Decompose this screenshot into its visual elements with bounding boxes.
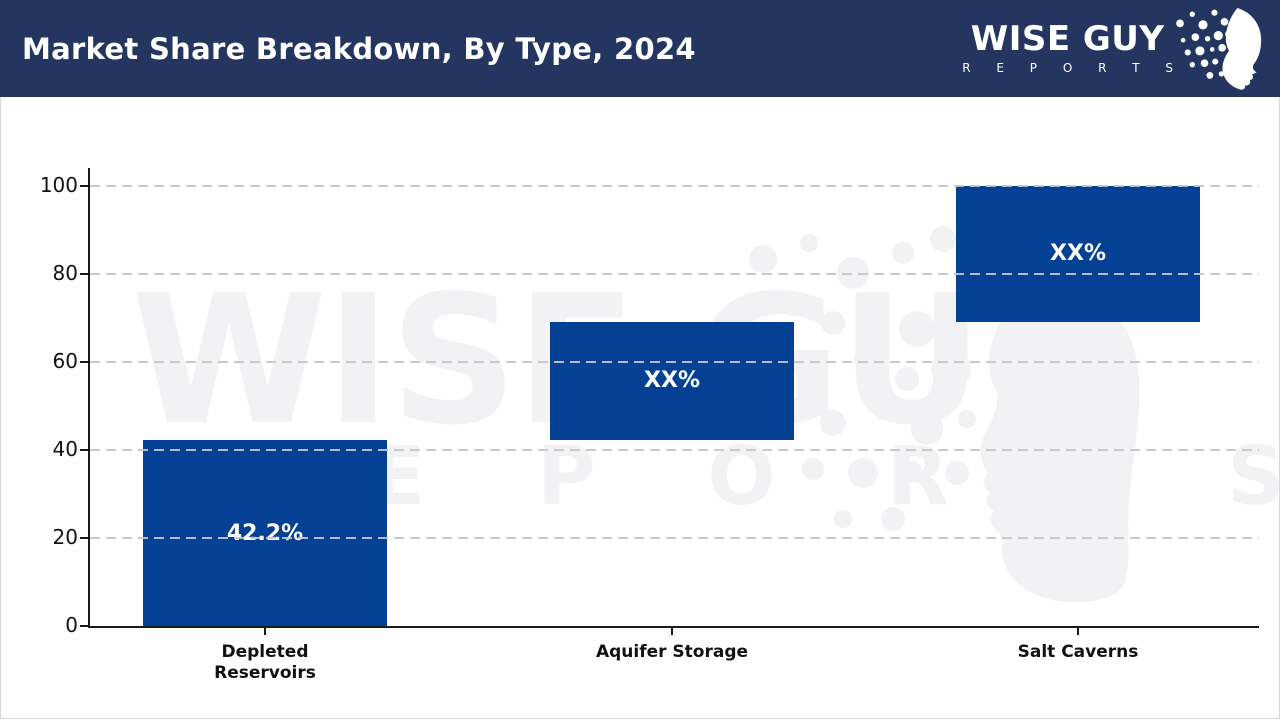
y-tick-40 (80, 449, 88, 451)
wise-guy-logo-text: WISE GUY R E P O R T S (951, 22, 1184, 75)
bar-value-label-2: XX% (1050, 241, 1106, 267)
bar-value-label-0: 42.2% (226, 520, 304, 546)
page-title: Market Share Breakdown, By Type, 2024 (22, 31, 696, 66)
plot: 0 20 40 60 80 100 42.2% XX% XX% Depleted Reservoi… (1, 97, 1279, 718)
y-tick-label-60: 60 (52, 349, 78, 373)
x-tick-0 (264, 628, 266, 635)
wise-guy-logo: WISE GUY R E P O R T S (951, 5, 1266, 93)
chart-area: WISE GUY R E P O R T S 02040608010042.2%… (1, 97, 1279, 718)
gridline-20 (90, 537, 1259, 539)
watermark-face-icon (749, 226, 1140, 603)
logo-subtitle: R E P O R T S (962, 61, 1184, 75)
logo-wordmark: WISE GUY (970, 19, 1165, 59)
y-tick-80 (80, 273, 88, 275)
x-tick-1 (671, 628, 673, 635)
bar-2[interactable]: XX% (956, 186, 1200, 322)
y-tick-0 (80, 625, 88, 627)
y-tick-label-80: 80 (52, 261, 78, 285)
x-tick-2 (1077, 628, 1079, 635)
gridline-100 (90, 185, 1259, 187)
y-axis-line (88, 168, 90, 628)
y-tick-20 (80, 537, 88, 539)
category-label-1: Aquifer Storage (595, 642, 749, 662)
y-tick-100 (80, 185, 88, 187)
y-tick-label-40: 40 (52, 437, 78, 461)
header-bar: Market Share Breakdown, By Type, 2024 WI… (0, 0, 1280, 97)
y-tick-label-20: 20 (52, 525, 78, 549)
category-label-0: Depleted Reservoirs (214, 642, 316, 684)
y-tick-label-0: 0 (65, 613, 78, 637)
category-label-2: Salt Caverns (1017, 642, 1139, 662)
gridline-60 (90, 361, 1259, 363)
wise-guy-face-icon (1176, 7, 1262, 90)
y-tick-label-100: 100 (39, 173, 78, 197)
bar-0[interactable]: 42.2% (143, 440, 387, 626)
gridline-80 (90, 273, 1259, 275)
bar-1[interactable]: XX% (550, 321, 794, 441)
y-tick-60 (80, 361, 88, 363)
x-axis-line (88, 626, 1259, 628)
gridline-40 (90, 449, 1259, 451)
bar-value-label-1: XX% (644, 368, 700, 394)
